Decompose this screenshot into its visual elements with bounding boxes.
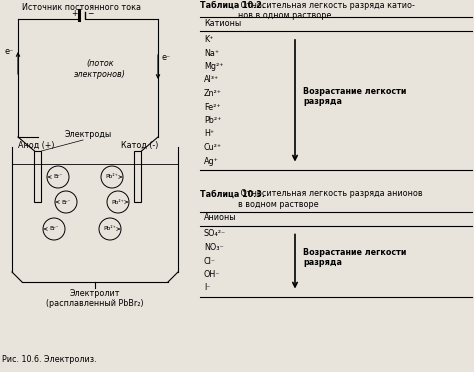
Text: Рис. 10.6. Электролиз.: Рис. 10.6. Электролиз. xyxy=(2,355,97,364)
Text: Электроды: Электроды xyxy=(64,130,111,139)
Text: −: − xyxy=(87,10,93,19)
Text: Br⁻: Br⁻ xyxy=(61,199,71,205)
Text: SO₄²⁻: SO₄²⁻ xyxy=(204,230,226,238)
Text: Zn²⁺: Zn²⁺ xyxy=(204,89,222,98)
Text: Pb²⁺: Pb²⁺ xyxy=(111,199,124,205)
Text: Ag⁺: Ag⁺ xyxy=(204,157,219,166)
Text: Al³⁺: Al³⁺ xyxy=(204,76,219,84)
Text: Таблица 10.2.: Таблица 10.2. xyxy=(200,1,265,10)
Text: NO₃⁻: NO₃⁻ xyxy=(204,243,224,252)
Text: Pb²⁺: Pb²⁺ xyxy=(106,174,118,180)
Text: Fe²⁺: Fe²⁺ xyxy=(204,103,220,112)
Text: Анод (+): Анод (+) xyxy=(18,141,55,150)
Text: Возрастание легкости
разряда: Возрастание легкости разряда xyxy=(303,248,406,267)
Text: (поток
электронов): (поток электронов) xyxy=(74,59,126,79)
Text: Катионы: Катионы xyxy=(204,19,241,28)
Bar xyxy=(35,151,42,202)
Text: Na⁺: Na⁺ xyxy=(204,48,219,58)
Text: Источник постоянного тока: Источник постоянного тока xyxy=(22,3,142,12)
Text: Br⁻: Br⁻ xyxy=(53,174,63,180)
Text: Pb²⁺: Pb²⁺ xyxy=(204,116,221,125)
Text: Таблица 10.3.: Таблица 10.3. xyxy=(200,189,265,199)
Bar xyxy=(135,151,142,202)
Text: Cl⁻: Cl⁻ xyxy=(204,257,216,266)
Text: Электролит
(расплавленный PbBr₂): Электролит (расплавленный PbBr₂) xyxy=(46,289,144,308)
Text: K⁺: K⁺ xyxy=(204,35,213,44)
Text: Анионы: Анионы xyxy=(204,214,237,222)
Text: e⁻: e⁻ xyxy=(5,48,14,57)
Text: Cu²⁺: Cu²⁺ xyxy=(204,143,222,152)
Text: +: + xyxy=(71,10,77,19)
Text: e⁻: e⁻ xyxy=(162,52,171,61)
Text: Br⁻: Br⁻ xyxy=(49,227,59,231)
Text: Катод (-): Катод (-) xyxy=(120,141,158,150)
Text: Возрастание легкости
разряда: Возрастание легкости разряда xyxy=(303,87,406,106)
Text: Относительная легкость разряда анионов
в водном растворе: Относительная легкость разряда анионов в… xyxy=(238,189,423,209)
Text: OH⁻: OH⁻ xyxy=(204,270,220,279)
Text: H⁺: H⁺ xyxy=(204,129,214,138)
Text: Относительная легкость разряда катио-
нов в одном растворе: Относительная легкость разряда катио- но… xyxy=(238,1,415,20)
Text: Pb²⁺: Pb²⁺ xyxy=(104,227,117,231)
Text: Mg²⁺: Mg²⁺ xyxy=(204,62,224,71)
Text: I⁻: I⁻ xyxy=(204,283,210,292)
